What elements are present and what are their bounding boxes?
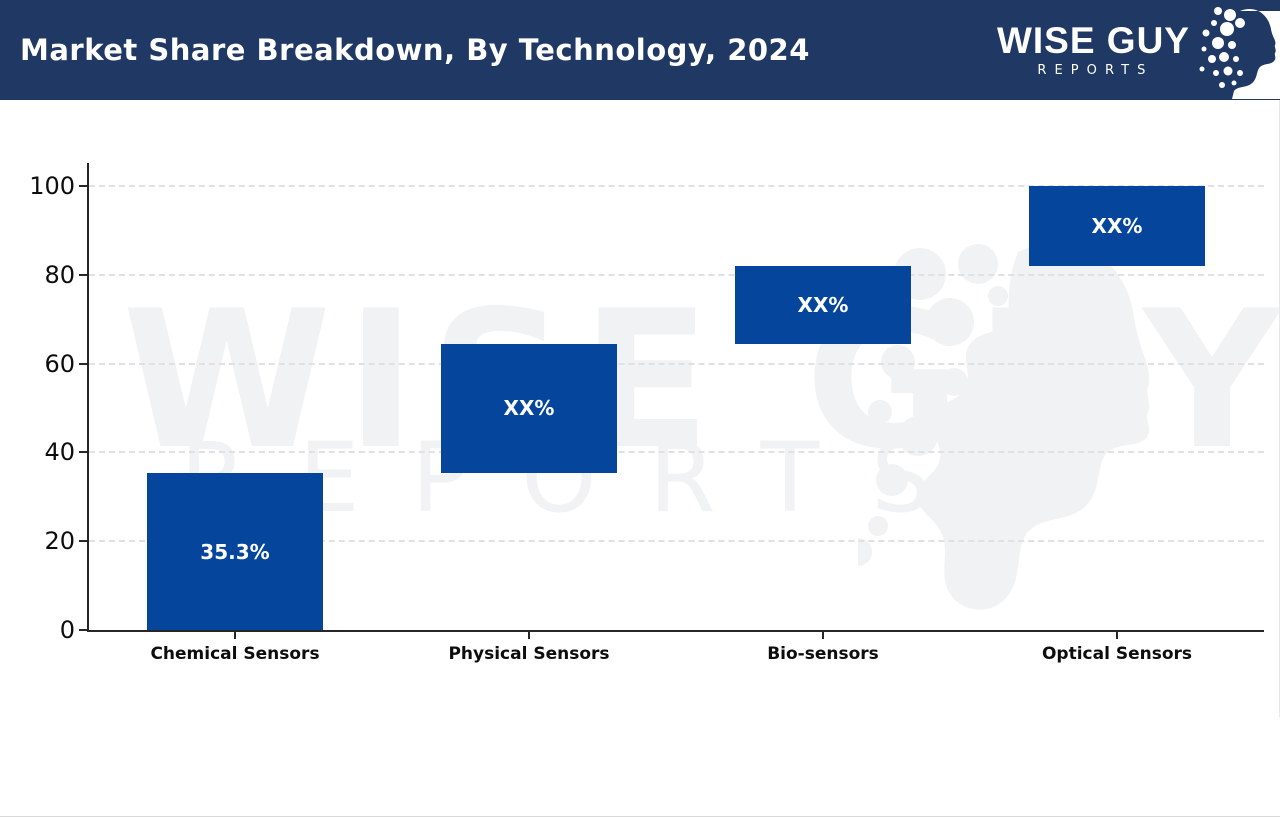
logo-face-icon bbox=[1199, 7, 1280, 99]
gridline bbox=[89, 185, 1264, 187]
y-tick bbox=[79, 540, 87, 543]
logo-wordmark-line2: REPORTS bbox=[1037, 63, 1154, 78]
bar: 35.3% bbox=[147, 473, 323, 630]
bar-value-label: XX% bbox=[1091, 213, 1143, 238]
y-tick-label: 0 bbox=[59, 616, 75, 644]
y-tick-label: 40 bbox=[44, 438, 75, 467]
logo-wordmark-line1: WISE GUY bbox=[996, 20, 1190, 61]
gridline bbox=[89, 362, 1264, 365]
x-category-label: Bio-sensors bbox=[767, 644, 879, 664]
y-tick bbox=[79, 185, 87, 187]
y-axis bbox=[87, 163, 89, 632]
wise-guy-logo: WISE GUY REPORTS bbox=[997, 0, 1280, 100]
gridline bbox=[89, 540, 1264, 543]
x-category-label: Optical Sensors bbox=[1041, 644, 1193, 664]
logo-wordmark: WISE GUY REPORTS bbox=[997, 22, 1190, 78]
y-tick-label: 60 bbox=[44, 349, 75, 378]
gridline bbox=[89, 451, 1264, 454]
x-tick bbox=[1116, 632, 1118, 639]
y-tick bbox=[79, 362, 87, 365]
y-tick bbox=[79, 451, 87, 454]
bar-value-label: XX% bbox=[797, 292, 849, 317]
bar: XX% bbox=[735, 265, 911, 344]
x-tick bbox=[822, 632, 824, 639]
waterfall-chart: WISE GUY REPORTS 0 20 40 60 80 100 35.3% Chemic… bbox=[0, 100, 1280, 817]
page-title: Market Share Breakdown, By Technology, 2… bbox=[20, 33, 810, 67]
x-tick bbox=[528, 632, 530, 639]
x-axis bbox=[87, 630, 1264, 632]
bar: XX% bbox=[441, 343, 617, 474]
x-category-label: Physical Sensors bbox=[448, 644, 610, 664]
x-category-label: Chemical Sensors bbox=[150, 644, 320, 664]
y-tick bbox=[79, 273, 87, 276]
header-banner: Market Share Breakdown, By Technology, 2… bbox=[0, 0, 1280, 100]
gridline bbox=[89, 273, 1264, 276]
x-tick bbox=[234, 632, 236, 639]
y-tick-label: 80 bbox=[44, 260, 75, 289]
bar-value-label: XX% bbox=[503, 396, 555, 421]
bar: XX% bbox=[1029, 186, 1205, 266]
y-tick-label: 100 bbox=[29, 172, 75, 200]
y-tick-label: 20 bbox=[44, 527, 75, 556]
bar-value-label: 35.3% bbox=[200, 539, 270, 564]
y-tick bbox=[79, 629, 87, 631]
